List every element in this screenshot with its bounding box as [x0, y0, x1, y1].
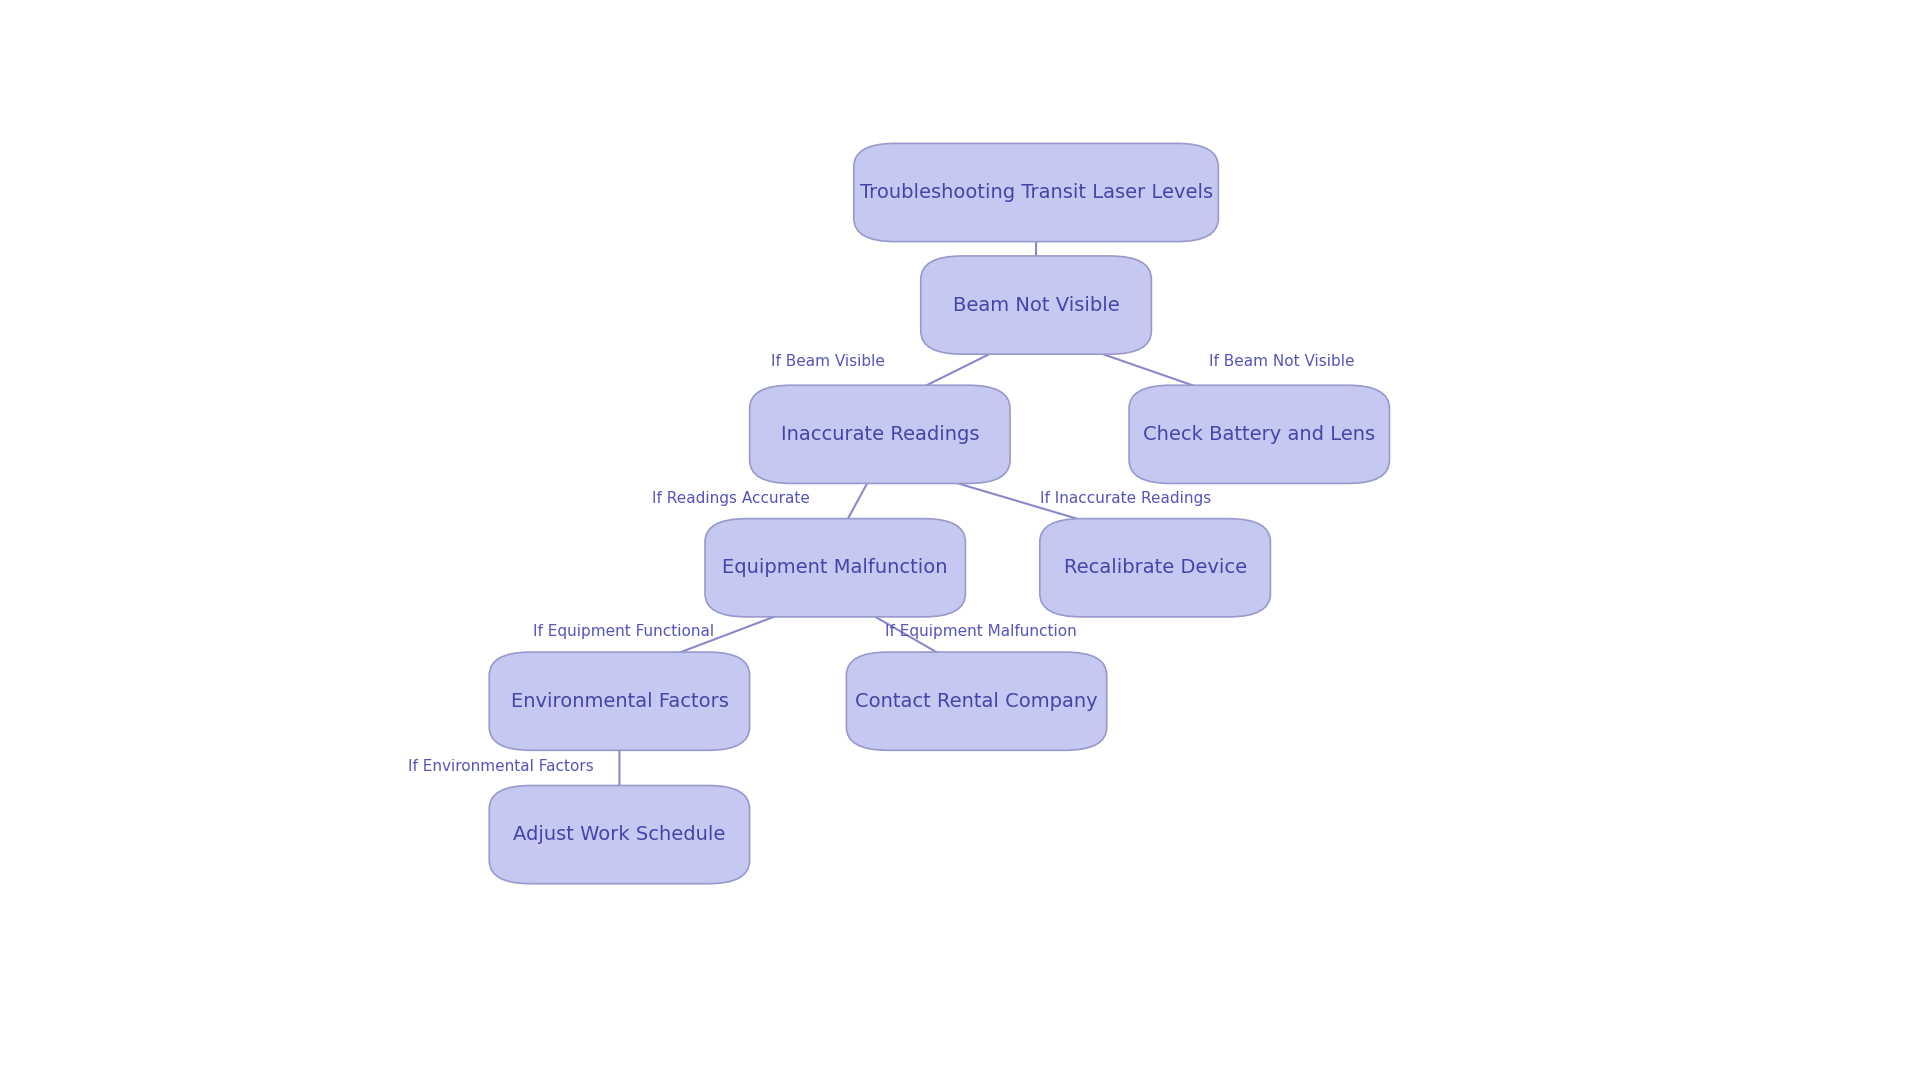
FancyBboxPatch shape — [749, 386, 1010, 483]
Text: Equipment Malfunction: Equipment Malfunction — [722, 558, 948, 577]
Text: Beam Not Visible: Beam Not Visible — [952, 296, 1119, 314]
Text: Contact Rental Company: Contact Rental Company — [854, 692, 1098, 710]
FancyBboxPatch shape — [922, 256, 1152, 354]
Text: If Readings Accurate: If Readings Accurate — [653, 491, 810, 506]
Text: If Equipment Malfunction: If Equipment Malfunction — [885, 625, 1077, 639]
Text: If Beam Not Visible: If Beam Not Visible — [1210, 354, 1354, 369]
FancyBboxPatch shape — [847, 652, 1106, 751]
Text: If Inaccurate Readings: If Inaccurate Readings — [1041, 491, 1212, 506]
Text: Check Battery and Lens: Check Battery and Lens — [1142, 425, 1375, 444]
FancyBboxPatch shape — [1129, 386, 1390, 483]
Text: If Beam Visible: If Beam Visible — [770, 354, 885, 369]
FancyBboxPatch shape — [1041, 519, 1271, 617]
FancyBboxPatch shape — [854, 143, 1219, 242]
FancyBboxPatch shape — [490, 652, 749, 751]
FancyBboxPatch shape — [490, 785, 749, 884]
Text: Inaccurate Readings: Inaccurate Readings — [781, 425, 979, 444]
Text: If Environmental Factors: If Environmental Factors — [407, 759, 593, 773]
Text: Environmental Factors: Environmental Factors — [511, 692, 728, 710]
Text: Adjust Work Schedule: Adjust Work Schedule — [513, 825, 726, 844]
Text: Recalibrate Device: Recalibrate Device — [1064, 558, 1246, 577]
Text: If Equipment Functional: If Equipment Functional — [534, 625, 714, 639]
Text: Troubleshooting Transit Laser Levels: Troubleshooting Transit Laser Levels — [860, 183, 1213, 203]
FancyBboxPatch shape — [705, 519, 966, 617]
